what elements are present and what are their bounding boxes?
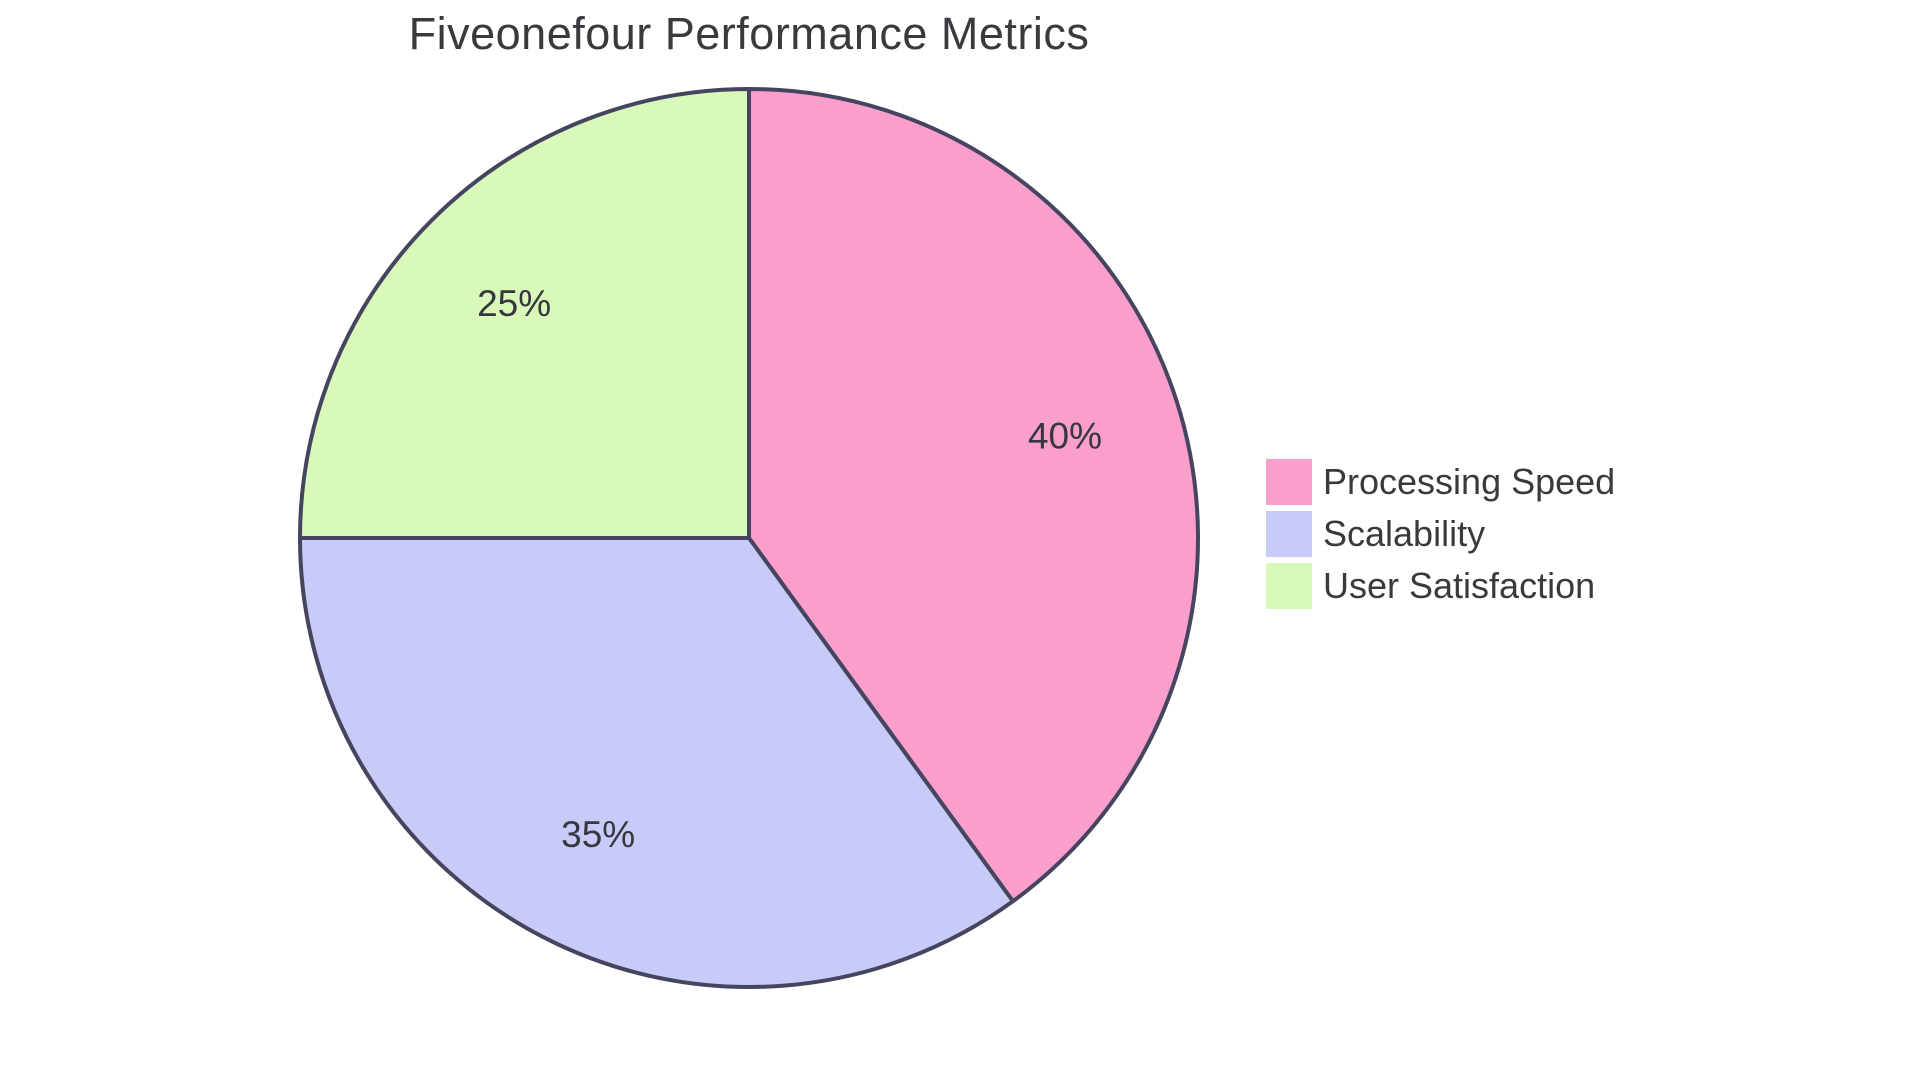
legend-swatch	[1266, 563, 1312, 609]
pie-slice-scalability	[298, 536, 1015, 990]
pie-slice-user-satisfaction	[298, 87, 751, 540]
legend-item: Processing Speed	[1266, 459, 1615, 505]
legend-swatch	[1266, 459, 1312, 505]
legend-item: User Satisfaction	[1266, 563, 1615, 609]
pie-percent-label: 35%	[561, 814, 635, 855]
legend-label: Scalability	[1323, 513, 1486, 554]
legend-item: Scalability	[1266, 511, 1615, 557]
pie-percent-label: 25%	[477, 283, 551, 324]
legend-label: User Satisfaction	[1323, 565, 1596, 606]
chart-title: Fiveonefour Performance Metrics	[408, 8, 1090, 59]
legend: Processing Speed Scalability User Satisfac…	[1266, 459, 1615, 609]
legend-swatch	[1266, 511, 1312, 557]
legend-label: Processing Speed	[1323, 461, 1616, 502]
pie-percent-label: 40%	[1028, 415, 1102, 456]
pie-slice-processing-speed	[747, 87, 1201, 904]
